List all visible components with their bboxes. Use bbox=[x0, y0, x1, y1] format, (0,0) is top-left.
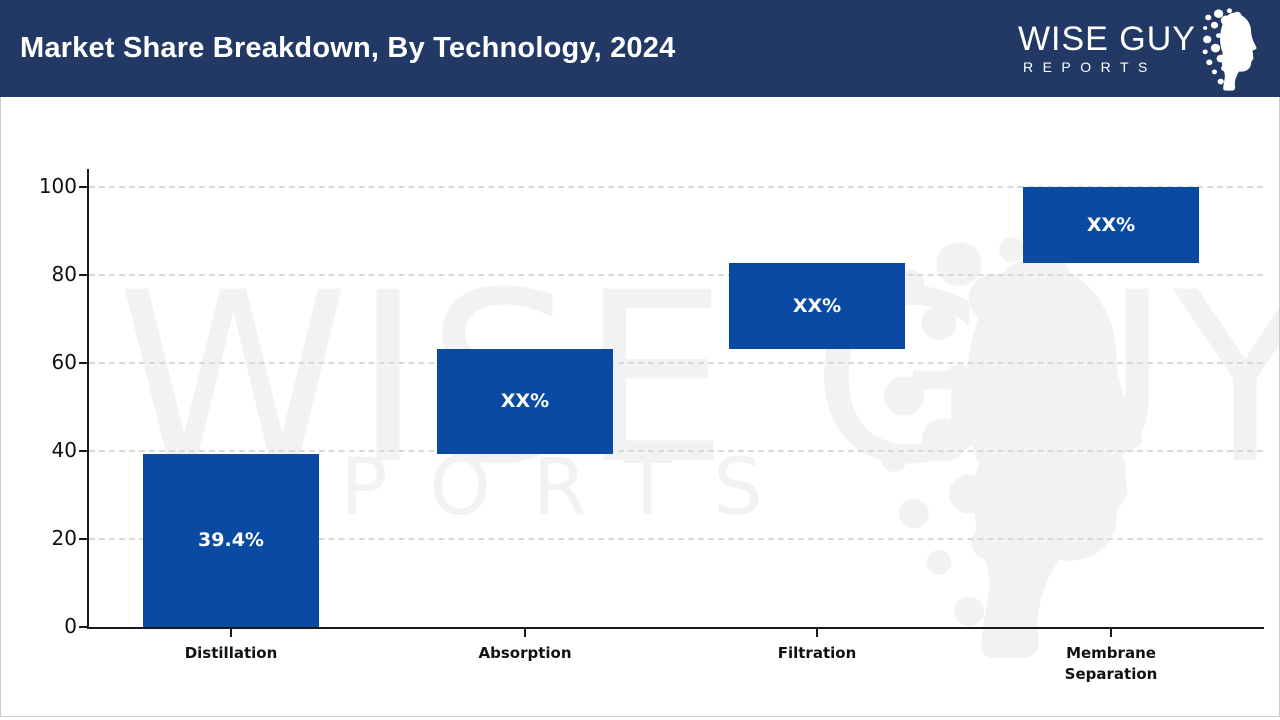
x-category-label-0: Distillation bbox=[184, 644, 278, 662]
y-tick-20 bbox=[79, 538, 87, 540]
y-tick-80 bbox=[79, 274, 87, 276]
gridline-80 bbox=[89, 274, 1263, 276]
bar-absorption: XX% bbox=[437, 348, 613, 454]
y-tick-label-100: 100 bbox=[38, 174, 77, 198]
x-tick-3 bbox=[1110, 629, 1112, 637]
x-category-label-1: Absorption bbox=[478, 644, 572, 662]
y-tick-100 bbox=[79, 186, 87, 188]
x-tick-2 bbox=[816, 629, 818, 637]
x-tick-0 bbox=[230, 629, 232, 637]
bar-membrane-separation: XX% bbox=[1023, 187, 1199, 263]
chart-area: WISE GUY REPORTS 0 20 40 60 80 100 39.4% Distil… bbox=[0, 97, 1280, 717]
plot-area: 0 20 40 60 80 100 39.4% Distillation XX% Absorpti… bbox=[1, 97, 1279, 716]
header: Market Share Breakdown, By Technology, 2… bbox=[0, 0, 1280, 97]
page-title: Market Share Breakdown, By Technology, 2… bbox=[20, 32, 676, 64]
gridline-40 bbox=[89, 450, 1263, 452]
x-category-label-3: Membrane Separation bbox=[1064, 644, 1158, 683]
bar-value-label: XX% bbox=[500, 390, 550, 413]
y-tick-label-0: 0 bbox=[64, 614, 77, 638]
y-tick-label-60: 60 bbox=[51, 350, 77, 374]
bar-value-label: XX% bbox=[792, 294, 842, 317]
x-axis bbox=[87, 627, 1264, 629]
bar-value-label: 39.4% bbox=[198, 529, 264, 552]
gridline-60 bbox=[89, 362, 1263, 364]
y-tick-label-20: 20 bbox=[51, 526, 77, 550]
y-tick-40 bbox=[79, 450, 87, 452]
gridline-20 bbox=[89, 538, 1263, 540]
y-tick-60 bbox=[79, 362, 87, 364]
gridline-100 bbox=[89, 186, 1263, 188]
y-tick-label-80: 80 bbox=[51, 262, 77, 286]
brand-subtitle: REPORTS bbox=[1022, 59, 1157, 75]
x-tick-1 bbox=[524, 629, 526, 637]
brand-logo-text: WISE GUY REPORTS bbox=[1018, 22, 1196, 75]
bar-distillation: 39.4% bbox=[143, 453, 319, 627]
x-category-label-2: Filtration bbox=[777, 644, 857, 662]
bar-value-label: XX% bbox=[1086, 213, 1136, 236]
brand-logo: WISE GUY REPORTS bbox=[1018, 6, 1262, 92]
wiseguy-head-icon bbox=[1200, 6, 1262, 92]
bar-filtration: XX% bbox=[729, 262, 905, 349]
y-axis bbox=[87, 169, 89, 629]
brand-name: WISE GUY bbox=[1017, 20, 1196, 58]
y-tick-label-40: 40 bbox=[51, 438, 77, 462]
y-tick-0 bbox=[79, 626, 87, 628]
